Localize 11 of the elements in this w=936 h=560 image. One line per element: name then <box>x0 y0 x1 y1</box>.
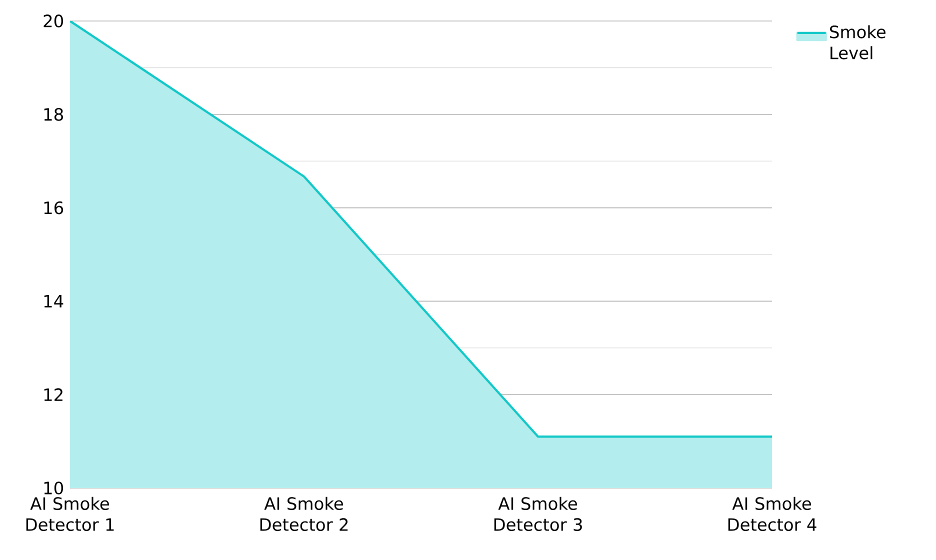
x-tick-label: AI Smoke Detector 2 <box>260 496 348 532</box>
legend-label: Smoke Level <box>830 25 886 60</box>
y-tick-label: 16 <box>44 201 64 214</box>
y-tick-label: 12 <box>44 388 62 401</box>
x-tick-label: AI Smoke Detector 4 <box>728 496 816 532</box>
y-tick-label: 10 <box>44 482 64 494</box>
x-tick-label: AI Smoke Detector 3 <box>494 496 582 532</box>
x-tick-label: AI Smoke Detector 1 <box>26 496 114 532</box>
y-tick-label: 20 <box>44 14 64 28</box>
y-tick-label: 18 <box>44 108 63 121</box>
y-tick-label: 14 <box>44 295 64 308</box>
